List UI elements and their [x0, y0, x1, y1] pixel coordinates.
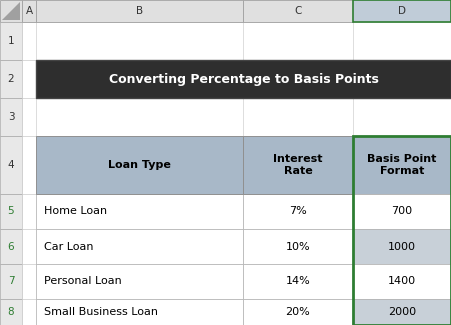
Bar — [22, 98, 36, 136]
Text: 14%: 14% — [285, 277, 310, 287]
Text: 5: 5 — [8, 206, 14, 216]
Text: Home Loan: Home Loan — [44, 206, 107, 216]
Bar — [22, 229, 36, 264]
Text: C: C — [295, 6, 302, 16]
Bar — [353, 264, 451, 299]
Bar — [353, 299, 451, 325]
Polygon shape — [2, 2, 20, 20]
Bar — [0, 22, 22, 60]
Text: 7: 7 — [8, 277, 14, 287]
Bar — [0, 194, 22, 229]
Text: A: A — [25, 6, 32, 16]
Text: 10%: 10% — [285, 241, 310, 252]
Bar — [36, 136, 243, 194]
Bar — [0, 229, 22, 264]
Bar — [36, 299, 243, 325]
Text: 2: 2 — [8, 74, 14, 84]
Text: Converting Percentage to Basis Points: Converting Percentage to Basis Points — [109, 72, 378, 85]
Text: 4: 4 — [8, 160, 14, 170]
Bar — [36, 264, 243, 299]
Bar — [0, 98, 22, 136]
Text: 700: 700 — [391, 206, 413, 216]
Bar — [22, 136, 36, 194]
Bar — [353, 136, 451, 194]
Text: Car Loan: Car Loan — [44, 241, 93, 252]
Text: Personal Loan: Personal Loan — [44, 277, 122, 287]
Bar — [22, 194, 36, 229]
Text: Interest
Rate: Interest Rate — [273, 154, 323, 176]
Bar — [36, 60, 451, 98]
Bar — [353, 136, 451, 325]
Text: D: D — [398, 6, 406, 16]
Text: 3: 3 — [8, 112, 14, 122]
Bar — [36, 229, 243, 264]
Text: Small Business Loan: Small Business Loan — [44, 307, 158, 317]
Bar — [36, 22, 243, 60]
Bar — [22, 299, 36, 325]
Bar — [0, 299, 22, 325]
Bar — [243, 194, 353, 229]
Text: 1000: 1000 — [388, 241, 416, 252]
Bar — [0, 60, 22, 98]
Text: Basis Point
Format: Basis Point Format — [367, 154, 437, 176]
Bar — [243, 98, 353, 136]
Bar — [243, 299, 353, 325]
Bar — [0, 136, 22, 194]
Bar — [353, 98, 451, 136]
Bar — [353, 0, 451, 22]
Bar — [22, 0, 36, 22]
Bar — [0, 264, 22, 299]
Text: 1400: 1400 — [388, 277, 416, 287]
Bar — [22, 22, 36, 60]
Bar — [22, 264, 36, 299]
Text: 1: 1 — [8, 36, 14, 46]
Text: 6: 6 — [8, 241, 14, 252]
Bar — [36, 98, 243, 136]
Bar — [36, 194, 243, 229]
Text: 2000: 2000 — [388, 307, 416, 317]
Bar — [353, 194, 451, 229]
Bar — [22, 60, 36, 98]
Text: 7%: 7% — [289, 206, 307, 216]
Bar — [243, 136, 353, 194]
Bar — [353, 22, 451, 60]
Bar — [243, 229, 353, 264]
Text: 20%: 20% — [285, 307, 310, 317]
Bar — [36, 0, 243, 22]
Bar — [243, 264, 353, 299]
Bar — [243, 0, 353, 22]
Text: Loan Type: Loan Type — [108, 160, 171, 170]
Text: 8: 8 — [8, 307, 14, 317]
Bar — [243, 22, 353, 60]
Text: B: B — [136, 6, 143, 16]
Bar — [353, 229, 451, 264]
Bar — [0, 0, 22, 22]
